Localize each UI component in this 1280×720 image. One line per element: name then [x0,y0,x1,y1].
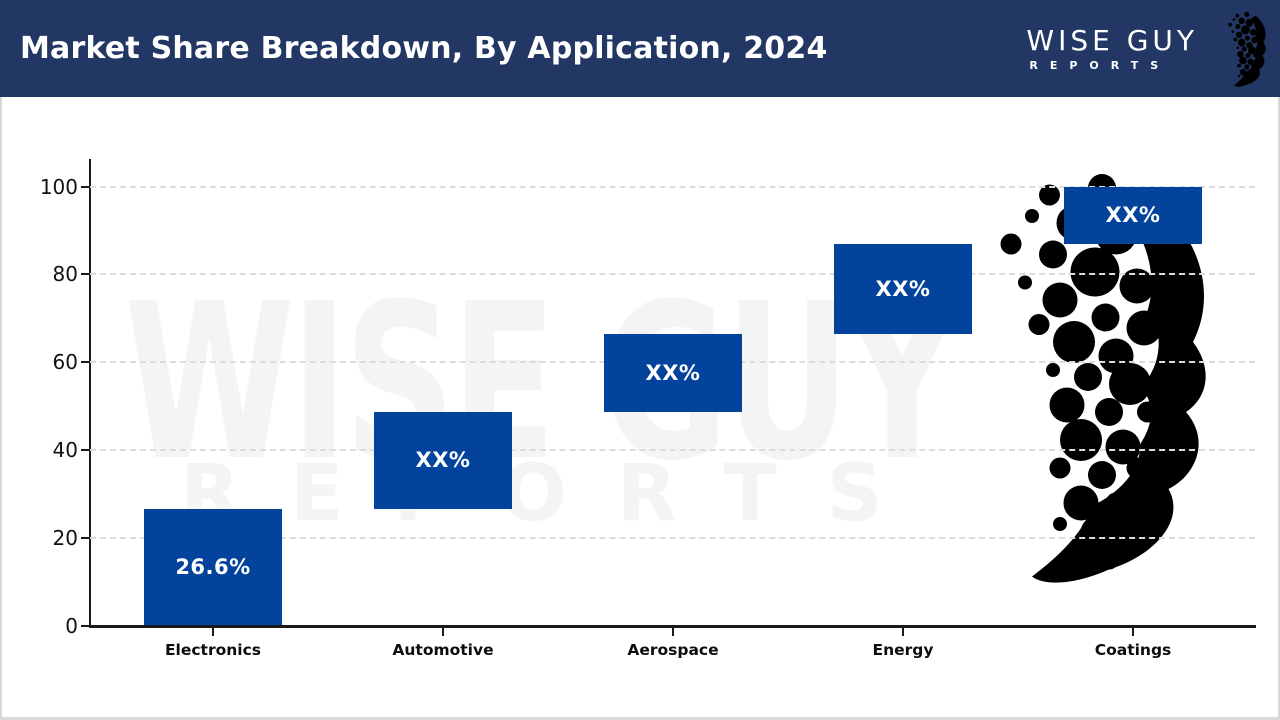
category-label-automotive: Automotive [392,641,494,659]
y-tick-100 [81,185,89,188]
gridline-100 [90,185,1255,188]
bar-value-label: 26.6% [175,555,251,580]
y-tick-label-80: 80 [52,262,78,287]
bar-value-label: XX% [645,360,701,385]
bar-electronics: 26.6% [144,508,282,626]
y-tick-40 [81,448,89,451]
y-axis-line [89,159,91,627]
y-tick-0 [81,624,89,627]
chart-area: WISE GUY REPORTS 0 20 40 60 80 100 26.6% Electr… [0,97,1280,720]
bar-aerospace: XX% [604,333,742,412]
category-label-electronics: Electronics [164,641,262,659]
y-tick-label-100: 100 [39,174,78,199]
y-tick-label-60: 60 [52,350,78,375]
gridline-80 [90,273,1255,276]
x-tick-coatings [1132,628,1134,636]
gridline-20 [90,536,1255,539]
y-tick-label-40: 40 [52,437,78,462]
wise-guy-logo: WISE GUY REPORTS [1026,9,1266,89]
gridline-40 [90,448,1255,451]
logo-subtitle: REPORTS [1029,58,1171,72]
y-tick-label-0: 0 [65,613,78,638]
bar-value-label: XX% [875,276,931,301]
dotted-face-icon [1228,11,1266,87]
x-tick-automotive [442,628,444,636]
category-label-coatings: Coatings [1094,641,1172,659]
bar-value-label: XX% [1105,203,1161,228]
plot: 0 20 40 60 80 100 26.6% Electronics XX% Automotiv… [2,97,1278,717]
bar-automotive: XX% [374,411,512,509]
x-axis-line [89,625,1256,628]
x-tick-energy [902,628,904,636]
x-tick-aerospace [672,628,674,636]
y-tick-80 [81,273,89,276]
bar-value-label: XX% [415,448,471,473]
bar-coatings: XX% [1064,186,1202,245]
bar-energy: XX% [834,244,972,334]
y-tick-60 [81,361,89,364]
y-tick-20 [81,536,89,539]
logo-wordmark: WISE GUY [1026,23,1198,57]
x-tick-electronics [212,628,214,636]
header: Market Share Breakdown, By Application, … [0,0,1280,97]
category-label-energy: Energy [872,641,934,659]
page-title: Market Share Breakdown, By Application, … [20,31,828,66]
y-tick-label-20: 20 [52,525,78,550]
logo-text: WISE GUY REPORTS [1026,23,1198,72]
category-label-aerospace: Aerospace [627,641,719,659]
